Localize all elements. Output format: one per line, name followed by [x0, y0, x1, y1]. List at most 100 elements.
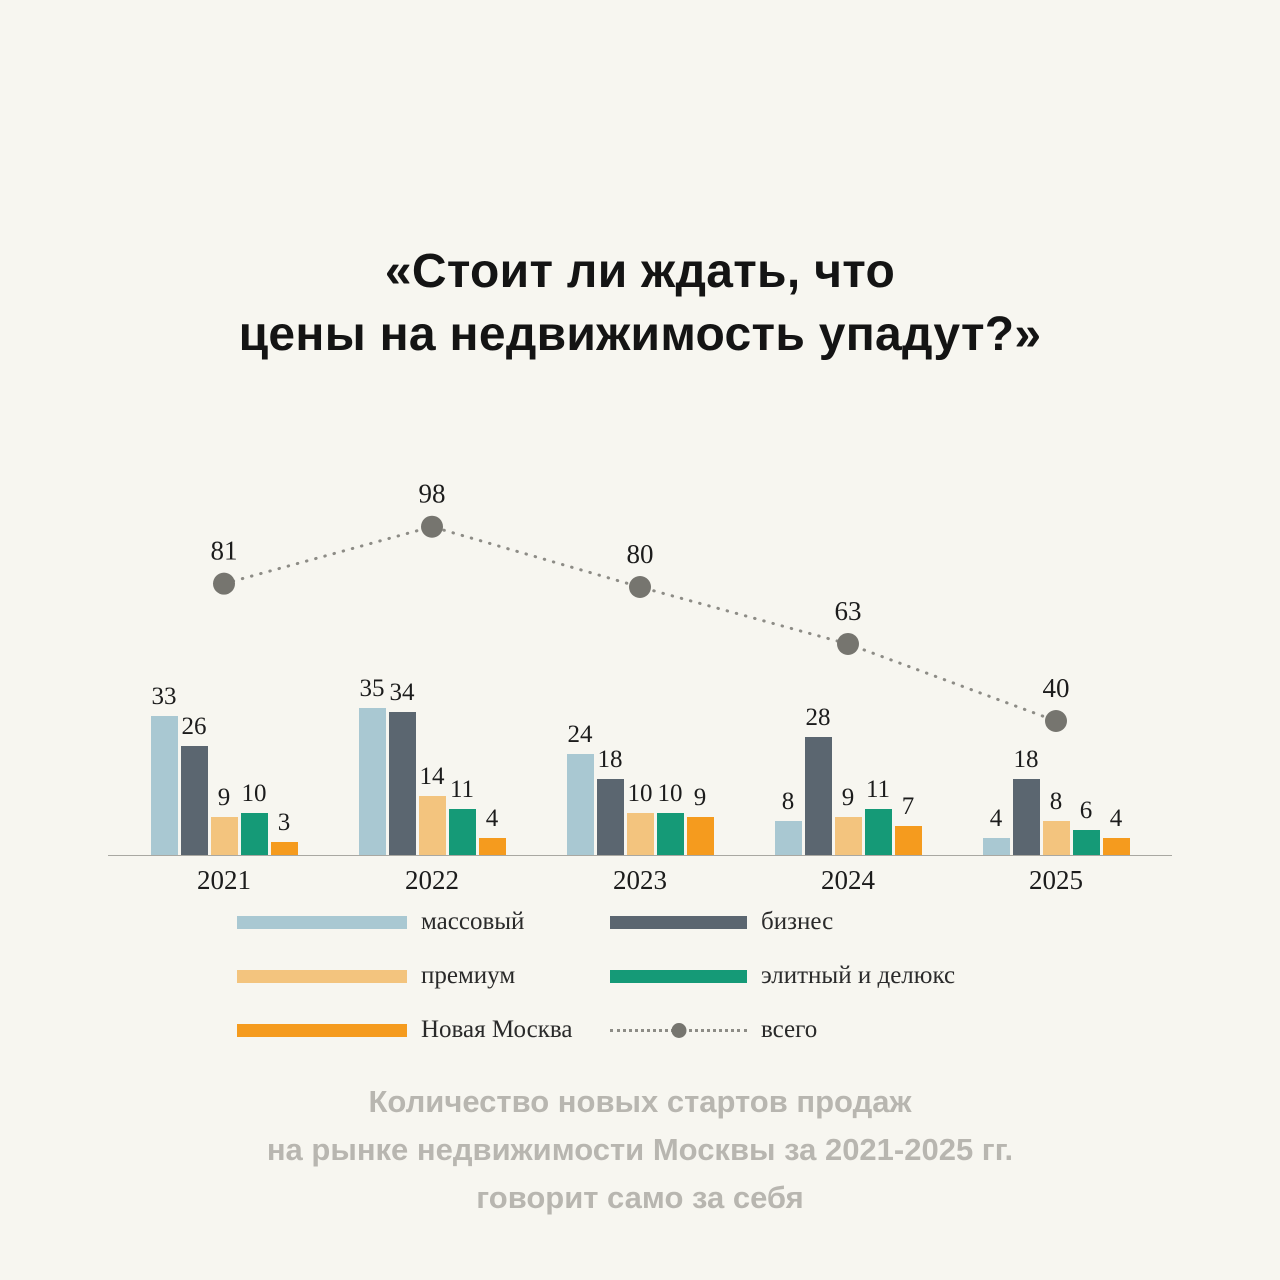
bar-column: 11 — [864, 776, 892, 855]
bar-value-label: 8 — [781, 788, 795, 816]
bar — [774, 821, 802, 855]
bar-value-label: 18 — [597, 746, 623, 774]
x-axis — [108, 855, 1172, 856]
legend-label-novaya-moskva: Новая Москва — [421, 1016, 573, 1043]
legend-label-vsego: всего — [761, 1016, 818, 1043]
bar — [448, 808, 476, 855]
bar-column: 10 — [656, 780, 684, 855]
bar — [240, 813, 268, 855]
bar-value-label: 4 — [1109, 805, 1123, 833]
bar-value-label: 24 — [567, 721, 593, 749]
bar-column: 26 — [180, 712, 208, 855]
bar — [1012, 779, 1040, 855]
bar-value-label: 35 — [359, 675, 385, 702]
bar-column: 18 — [596, 746, 624, 855]
legend-swatch-massovyi — [237, 915, 407, 929]
bar — [478, 838, 506, 855]
bar-value-label: 11 — [449, 775, 475, 803]
bars-layer: 33 26 9 10 3 35 34 14 11 4 24 18 10 10 9 8 28 9 11 7 4 18 8 6 4 — [120, 455, 1160, 855]
bar-group-2022: 35 34 14 11 4 — [328, 675, 536, 855]
bar-column: 10 — [240, 780, 268, 855]
bar-group-2023: 24 18 10 10 9 — [536, 721, 744, 855]
caption-line1: Количество новых стартов продаж — [368, 1084, 912, 1119]
caption: Количество новых стартов продаж на рынке… — [0, 1078, 1280, 1222]
bar-value-label: 3 — [277, 809, 291, 837]
x-axis-label: 2025 — [1029, 865, 1083, 895]
bar — [982, 838, 1010, 855]
bar — [596, 779, 624, 855]
bar — [418, 796, 446, 855]
bar-group-2025: 4 18 8 6 4 — [952, 746, 1160, 855]
bar-column: 33 — [150, 683, 178, 855]
x-axis-label: 2024 — [821, 865, 875, 895]
legend-swatch-elitnyi — [610, 969, 747, 983]
bar-column: 7 — [894, 792, 922, 855]
bar-value-label: 7 — [901, 792, 915, 820]
page-title: «Стоит ли ждать, что цены на недвижимост… — [0, 240, 1280, 367]
bar — [894, 825, 922, 855]
bar — [566, 754, 594, 855]
bar-column: 28 — [804, 704, 832, 855]
bar — [388, 712, 416, 855]
legend-total-line-icon — [610, 1022, 747, 1038]
bar — [864, 808, 892, 855]
legend-swatch-biznes — [610, 915, 747, 929]
bar — [150, 716, 178, 855]
bar — [626, 813, 654, 855]
bar-column: 4 — [1102, 805, 1130, 855]
legend-label-massovyi: массовый — [421, 908, 525, 935]
bar — [804, 737, 832, 855]
bar-column: 8 — [1042, 788, 1070, 855]
legend-swatch-premium — [237, 969, 407, 983]
bar-column: 34 — [388, 679, 416, 855]
caption-line2: на рынке недвижимости Москвы за 2021-202… — [266, 1132, 1014, 1168]
bar — [1102, 838, 1130, 855]
bar-column: 18 — [1012, 746, 1040, 855]
bar-value-label: 9 — [841, 784, 855, 812]
bar — [358, 708, 386, 855]
bar — [1072, 829, 1100, 855]
bar-value-label: 9 — [217, 784, 231, 812]
bar-column: 8 — [774, 788, 802, 855]
bar-value-label: 28 — [805, 704, 831, 732]
bar-column: 9 — [686, 784, 714, 855]
bar — [270, 842, 298, 855]
bar — [1042, 821, 1070, 855]
bar — [834, 817, 862, 855]
bar-group-2024: 8 28 9 11 7 — [744, 704, 952, 855]
bar-value-label: 6 — [1079, 796, 1093, 824]
bar-column: 11 — [448, 775, 476, 855]
bar-column: 9 — [834, 784, 862, 855]
bar-value-label: 10 — [657, 780, 683, 807]
legend-total-dot-icon — [671, 1022, 686, 1038]
bar-value-label: 4 — [989, 805, 1003, 833]
bar-column: 9 — [210, 784, 238, 855]
bar-column: 4 — [478, 805, 506, 855]
bar-column: 10 — [626, 780, 654, 855]
page-title-line2: цены на недвижимость упадут?» — [238, 308, 1042, 362]
bar-column: 24 — [566, 721, 594, 855]
bar-column: 14 — [418, 763, 446, 855]
bar — [686, 817, 714, 855]
page-title-line1: «Стоит ли ждать, что — [384, 245, 896, 298]
bar-value-label: 34 — [389, 679, 415, 707]
bar-value-label: 26 — [181, 712, 207, 740]
bar — [210, 817, 238, 855]
bar — [180, 745, 208, 855]
bar-value-label: 10 — [627, 780, 653, 807]
bar-column: 35 — [358, 675, 386, 855]
bar-column: 6 — [1072, 796, 1100, 855]
bar-value-label: 33 — [151, 683, 177, 711]
bar-column: 4 — [982, 805, 1010, 855]
x-axis-label: 2021 — [197, 865, 251, 895]
legend-label-biznes: бизнес — [761, 908, 834, 935]
legend-swatch-novaya-moskva — [237, 1023, 407, 1037]
bar-value-label: 14 — [419, 763, 445, 791]
legend: массовый бизнес премиум элитный и делюкс… — [237, 908, 955, 1044]
caption-line3: говорит само за себя — [476, 1180, 804, 1216]
bar-value-label: 18 — [1013, 746, 1039, 774]
x-axis-label: 2023 — [613, 865, 667, 895]
bar-value-label: 10 — [241, 780, 267, 807]
chart: 33 26 9 10 3 35 34 14 11 4 24 18 10 10 9 8 28 9 11 7 4 18 8 6 4 … — [108, 455, 1172, 895]
legend-label-elitnyi: элитный и делюкс — [761, 962, 956, 989]
